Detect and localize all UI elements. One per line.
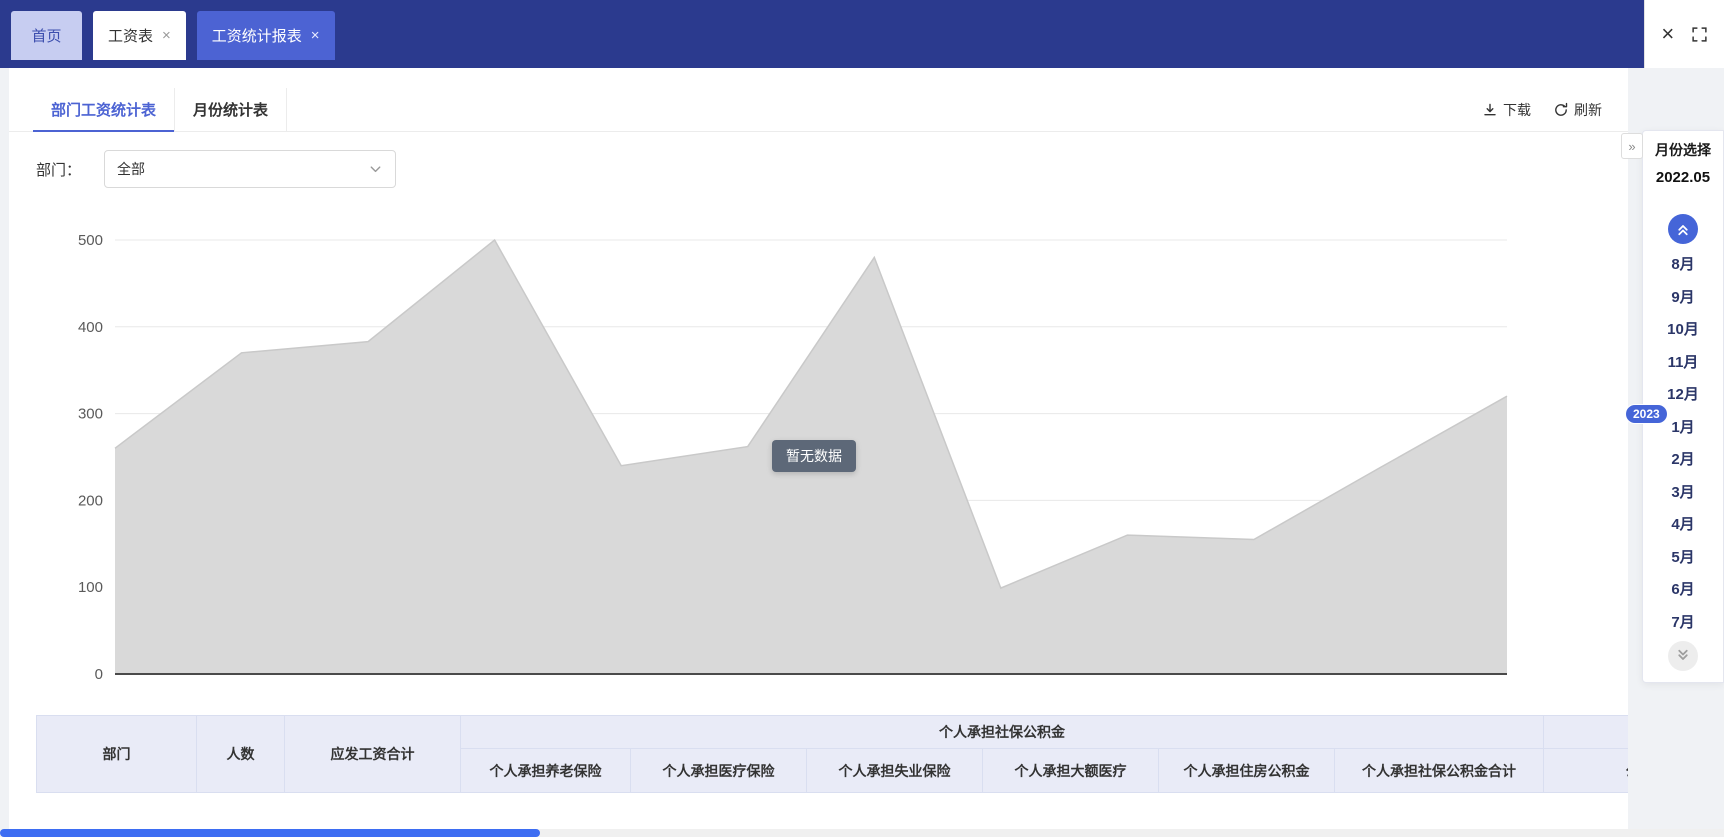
table-col-gross-total: 应发工资合计 [284, 715, 461, 793]
month-item[interactable]: 11月 [1667, 353, 1699, 371]
month-item[interactable]: 6月 [1671, 581, 1695, 598]
svg-text:500: 500 [78, 232, 103, 249]
fullscreen-icon[interactable] [1691, 26, 1708, 43]
department-select[interactable]: 全部 [104, 150, 396, 188]
tab-salary-sheet-label: 工资表 [108, 28, 154, 45]
month-panel-title: 月份选择 [1655, 142, 1711, 158]
department-filter-label: 部门： [36, 161, 82, 179]
svg-text:200: 200 [78, 492, 103, 509]
month-item[interactable]: 12月 [1667, 386, 1699, 403]
table-subcolumn-header: 个人承担住房公积金 [1158, 748, 1335, 793]
horizontal-scrollbar-track [0, 829, 1724, 837]
tab-month-stats[interactable]: 月份统计表 [175, 88, 288, 131]
report-tab-bar: 部门工资统计表 月份统计表 下载 [9, 88, 1628, 132]
table-group-personal-header: 个人承担社保公积金 [459, 715, 1545, 749]
scroll-down-button[interactable] [1668, 641, 1698, 671]
department-select-value: 全部 [117, 161, 145, 177]
tab-home[interactable]: 首页 [11, 11, 82, 60]
month-item[interactable]: 2月 [1671, 451, 1695, 468]
table-subcolumn-header: 个人承担社保公积金合计 [1333, 748, 1545, 793]
table-col-headcount: 人数 [196, 715, 285, 793]
table-col-company: 公司承担 [1543, 748, 1628, 793]
close-tab-icon[interactable]: × [310, 27, 320, 44]
month-selection-panel: 月份选择 2022.05 8月 9月 10月 11月 12月 1月 2月 3月 4月 5月 6月 7月 [1642, 130, 1724, 683]
month-item[interactable]: 5月 [1671, 548, 1695, 566]
summary-table: 部门 人数 应发工资合计 个人承担社保公积金 个人承担养老保险 个人承担医疗保险个… [36, 715, 1628, 830]
download-icon [1482, 102, 1498, 118]
table-group-company-header [1543, 715, 1628, 749]
table-subheader-row: 个人承担养老保险 个人承担医疗保险 个人承担失业保险 个人承担大额医疗 个人承担住房公积… [37, 748, 1628, 793]
svg-text:300: 300 [78, 406, 103, 423]
table-subcolumn-header: 个人承担大额医疗 [982, 748, 1159, 793]
close-icon[interactable]: × [1661, 21, 1675, 46]
summary-table-wrap: 部门 人数 应发工资合计 个人承担社保公积金 个人承担养老保险 个人承担医疗保险个… [36, 715, 1628, 830]
month-item[interactable]: 8月 [1671, 256, 1695, 273]
window-controls: × [1644, 0, 1724, 68]
month-item[interactable]: 9月 [1671, 288, 1695, 306]
horizontal-scrollbar-thumb[interactable] [0, 829, 540, 837]
selected-month: 2022.05 [1655, 169, 1711, 186]
refresh-label: 刷新 [1574, 101, 1602, 118]
svg-text:100: 100 [78, 579, 103, 596]
table-subcolumn-header: 个人承担养老保险 [460, 748, 631, 793]
month-list: 8月 9月 10月 11月 12月 1月 2月 3月 4月 5月 6月 7月 [1643, 249, 1723, 639]
tab-department-stats[interactable]: 部门工资统计表 [33, 88, 176, 132]
no-data-tooltip: 暂无数据 [772, 440, 856, 472]
refresh-button[interactable]: 刷新 [1553, 100, 1602, 120]
month-item[interactable]: 1月 [1671, 418, 1695, 436]
panel-collapse-button[interactable]: » [1621, 133, 1643, 159]
table-subcolumn-header: 个人承担失业保险 [806, 748, 983, 793]
table-col-department: 部门 [36, 715, 197, 793]
scroll-up-button[interactable] [1668, 214, 1698, 244]
chevron-down-icon [368, 162, 383, 177]
table-empty-row [36, 792, 1628, 830]
double-chevron-up-icon [1674, 220, 1692, 238]
double-chevron-down-icon [1674, 647, 1692, 665]
refresh-icon [1553, 102, 1569, 118]
month-item[interactable]: 3月 [1671, 483, 1695, 501]
top-tab-bar: 首页 工资表 × 工资统计报表 × × [0, 0, 1724, 68]
month-item[interactable]: 10月 [1667, 321, 1699, 338]
svg-text:0: 0 [95, 666, 103, 683]
svg-text:400: 400 [78, 319, 103, 336]
filter-row: 部门： 全部 [36, 150, 1628, 188]
tab-salary-report-label: 工资统计报表 [211, 28, 302, 45]
report-actions: 下载 刷新 [1482, 88, 1628, 131]
month-item[interactable]: 7月 [1671, 613, 1695, 631]
table-subcolumn-header: 个人承担医疗保险 [630, 748, 807, 793]
month-item[interactable]: 4月 [1671, 516, 1695, 533]
table-group-row: 部门 人数 应发工资合计 个人承担社保公积金 [36, 715, 1628, 793]
download-label: 下载 [1503, 101, 1531, 118]
tab-salary-report[interactable]: 工资统计报表 × [196, 11, 335, 60]
tab-salary-sheet[interactable]: 工资表 × [93, 11, 186, 60]
close-tab-icon[interactable]: × [162, 27, 171, 44]
year-badge: 2023 [1625, 404, 1668, 424]
report-card: 部门工资统计表 月份统计表 下载 [9, 68, 1628, 830]
download-button[interactable]: 下载 [1482, 100, 1531, 120]
